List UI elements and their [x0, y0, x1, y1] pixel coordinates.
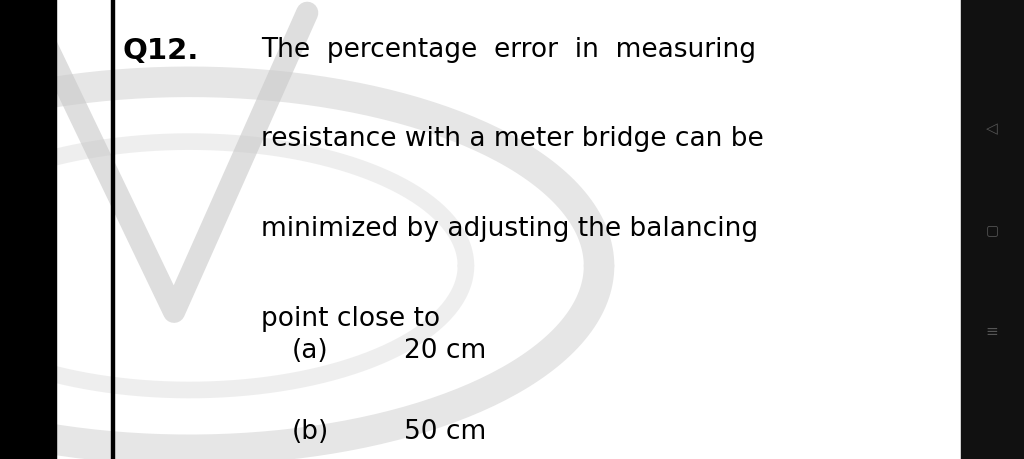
Bar	[0, 0, 56, 459]
Text: (a): (a)	[292, 337, 329, 364]
Bar	[111, 0, 114, 459]
Text: ≡: ≡	[986, 323, 998, 338]
Text: 20 cm: 20 cm	[404, 337, 486, 364]
Text: ◁: ◁	[986, 121, 998, 136]
Text: The  percentage  error  in  measuring: The percentage error in measuring	[261, 37, 756, 63]
Text: 50 cm: 50 cm	[404, 418, 486, 444]
Bar	[961, 0, 1024, 459]
Text: Q12.: Q12.	[123, 37, 200, 65]
Text: point close to: point close to	[261, 305, 440, 331]
Text: minimized by adjusting the balancing: minimized by adjusting the balancing	[261, 216, 758, 242]
Text: resistance with a meter bridge can be: resistance with a meter bridge can be	[261, 126, 764, 152]
Text: ▢: ▢	[986, 223, 998, 236]
Text: (b): (b)	[292, 418, 329, 444]
